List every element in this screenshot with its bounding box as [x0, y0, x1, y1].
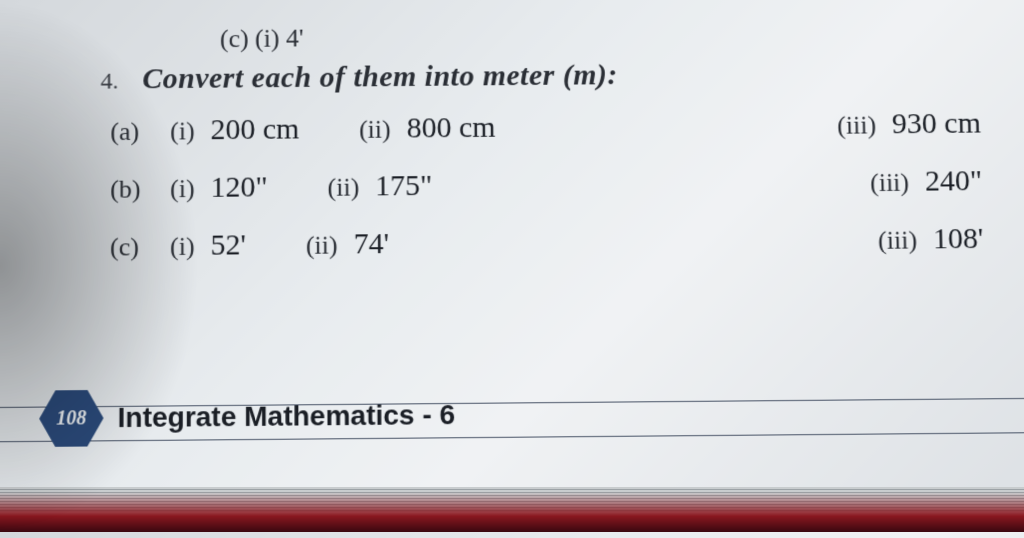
sub-value: 240": [925, 164, 983, 198]
sub-value: 930 cm: [892, 107, 981, 141]
textbook-page: (c) (i) 4' 4. Convert each of them into …: [0, 0, 1024, 538]
spacer: [449, 249, 878, 253]
row-letter: (a): [110, 117, 170, 147]
sub-value: 175": [375, 169, 432, 203]
sub-label: (iii): [878, 226, 918, 256]
question-4: 4. Convert each of them into meter (m):: [101, 55, 981, 96]
spacer: [492, 191, 870, 194]
sub-label: (i): [170, 174, 195, 204]
row-letter: (c): [110, 232, 170, 262]
sub-label: (i): [170, 117, 194, 147]
sub-value: 108': [933, 222, 984, 256]
book-title: Integrate Mathematics - 6: [118, 399, 456, 434]
page-number-badge: 108: [39, 390, 104, 447]
sub-label: (i): [170, 232, 195, 262]
sub-item: (i) 120": [170, 170, 268, 205]
sub-item: (iii) 930 cm: [837, 107, 981, 142]
sub-value: 74': [354, 227, 390, 261]
sub-value: 200 cm: [211, 113, 300, 147]
book-cover-edge: [0, 492, 1024, 532]
sub-value: 800 cm: [407, 111, 496, 145]
sub-label: (iii): [837, 111, 876, 141]
sub-item: (iii) 108': [878, 222, 984, 257]
sub-item: (iii) 240": [870, 164, 983, 199]
row-letter: (b): [110, 174, 170, 204]
sub-label: (iii): [870, 168, 909, 198]
question-text: Convert each of them into meter (m):: [142, 58, 618, 96]
footer-content: 108 Integrate Mathematics - 6: [39, 382, 1024, 447]
sub-item: (ii) 175": [327, 169, 432, 204]
sub-item: (i) 52': [170, 228, 246, 263]
sub-value: 52': [211, 228, 246, 262]
sub-label: (ii): [359, 115, 391, 145]
row-b: (b) (i) 120" (ii) 175" (iii) 240": [110, 164, 982, 205]
spacer: [555, 134, 837, 136]
question-number: 4.: [101, 69, 119, 96]
sub-item: (ii) 74': [306, 227, 389, 262]
sub-label: (ii): [306, 231, 338, 261]
sub-value: 120": [211, 170, 268, 204]
page-number: 108: [56, 407, 86, 430]
page-footer: 108 Integrate Mathematics - 6: [0, 382, 1024, 447]
row-a: (a) (i) 200 cm (ii) 800 cm (iii) 930 cm: [110, 107, 981, 148]
sub-item: (ii) 800 cm: [359, 111, 496, 146]
partial-previous-question: (c) (i) 4': [220, 18, 979, 54]
sub-item: (i) 200 cm: [170, 113, 299, 148]
sub-label: (ii): [327, 173, 359, 203]
row-c: (c) (i) 52' (ii) 74' (iii) 108': [110, 222, 984, 264]
